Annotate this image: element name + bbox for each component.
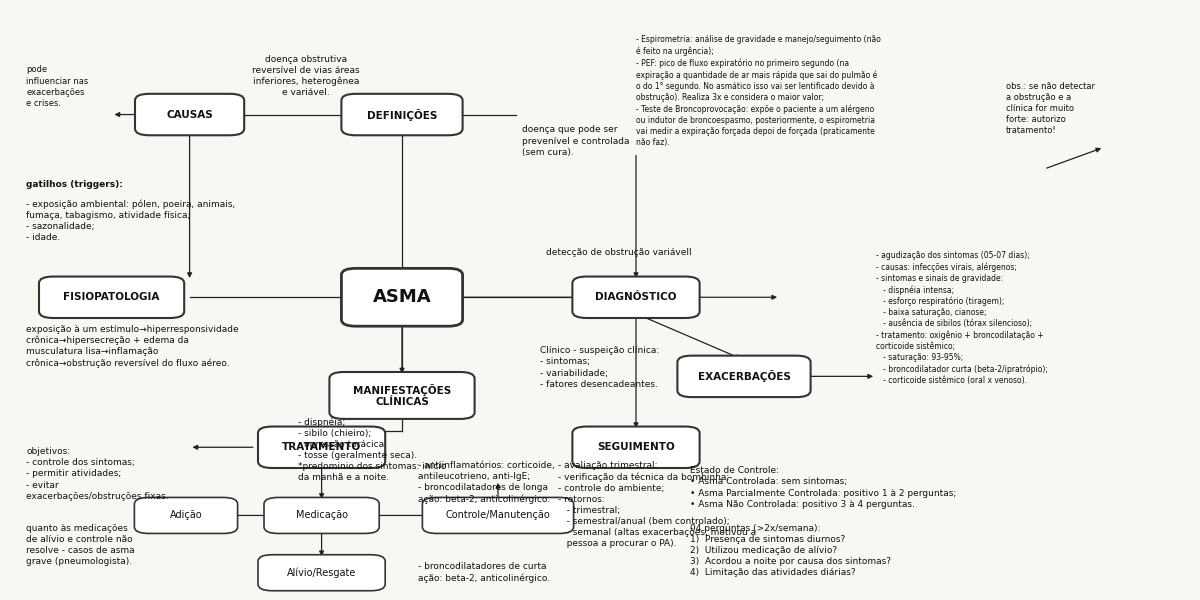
Text: - avaliação trimestral;
- verificação da técnica da bombinha;
- controle do ambi: - avaliação trimestral; - verificação da… bbox=[558, 461, 756, 548]
Text: EXACERBAÇÕES: EXACERBAÇÕES bbox=[697, 370, 791, 382]
Text: Adição: Adição bbox=[169, 511, 203, 520]
Text: Medicação: Medicação bbox=[295, 511, 348, 520]
FancyBboxPatch shape bbox=[258, 555, 385, 591]
Text: pode
influenciar nas
exacerbações
e crises.: pode influenciar nas exacerbações e cris… bbox=[26, 65, 89, 108]
Text: gatilhos (triggers):: gatilhos (triggers): bbox=[26, 180, 124, 189]
Text: quanto às medicações
de alívio e controle não
resolve - casos de asma
grave (pne: quanto às medicações de alívio e control… bbox=[26, 524, 136, 566]
Text: - Espirometria: análise de gravidade e manejo/seguimento (não
é feito na urgênci: - Espirometria: análise de gravidade e m… bbox=[636, 35, 881, 147]
Text: DIAGNÓSTICO: DIAGNÓSTICO bbox=[595, 292, 677, 302]
Text: Controle/Manutenção: Controle/Manutenção bbox=[445, 511, 551, 520]
FancyBboxPatch shape bbox=[572, 427, 700, 468]
FancyBboxPatch shape bbox=[342, 268, 463, 326]
FancyBboxPatch shape bbox=[329, 372, 475, 419]
FancyBboxPatch shape bbox=[342, 94, 463, 135]
Text: objetivos:
- controle dos sintomas;
- permitir atividades;
- evitar
exacerbações: objetivos: - controle dos sintomas; - pe… bbox=[26, 447, 169, 500]
FancyBboxPatch shape bbox=[422, 497, 574, 533]
Text: SEGUIMENTO: SEGUIMENTO bbox=[598, 442, 674, 452]
Text: Estado de Controle:
• Asma Controlada: sem sintomas;
• Asma Parcialmente Control: Estado de Controle: • Asma Controlada: s… bbox=[690, 466, 956, 509]
Text: CAUSAS: CAUSAS bbox=[167, 110, 212, 119]
FancyBboxPatch shape bbox=[134, 94, 245, 135]
FancyBboxPatch shape bbox=[258, 427, 385, 468]
Text: - exposição ambiental: pólen, poeira, animais,
fumaça, tabagismo, atividade físi: - exposição ambiental: pólen, poeira, an… bbox=[26, 199, 235, 242]
Text: - agudização dos sintomas (05-07 dias);
- causas: infecções virais, alérgenos;
-: - agudização dos sintomas (05-07 dias); … bbox=[876, 251, 1048, 385]
Text: MANIFESTAÇÕES
CLÍNICAS: MANIFESTAÇÕES CLÍNICAS bbox=[353, 383, 451, 407]
FancyBboxPatch shape bbox=[264, 497, 379, 533]
FancyBboxPatch shape bbox=[572, 277, 700, 318]
Text: doença obstrutiva
reversível de vias áreas
inferiores, heterogênea
e variável.: doença obstrutiva reversível de vias áre… bbox=[252, 55, 360, 97]
Text: - antiinflamatórios: corticoide,
antileucotrieno, anti-IgE;
- broncodilatadores : - antiinflamatórios: corticoide, antileu… bbox=[418, 461, 554, 504]
Text: ASMA: ASMA bbox=[373, 288, 431, 306]
Text: Clínico - suspeição clínica:
- sintomas;
- variabilidade;
- fatores desencadeant: Clínico - suspeição clínica: - sintomas;… bbox=[540, 346, 659, 389]
Text: - dispnéia;
- sibilo (chieiro);
- opressão torácica;
- tosse (geralmente seca).
: - dispnéia; - sibilo (chieiro); - opress… bbox=[298, 417, 446, 482]
Text: exposição à um estímulo→hiperresponsividade
crônica→hipersecreção + edema da
mus: exposição à um estímulo→hiperresponsivid… bbox=[26, 325, 239, 368]
FancyBboxPatch shape bbox=[38, 277, 185, 318]
Text: detecção de obstrução variávell: detecção de obstrução variávell bbox=[546, 248, 691, 257]
Text: 04 perguntas (>2x/semana):
1)  Presença de sintomas diurnos?
2)  Utilizou medica: 04 perguntas (>2x/semana): 1) Presença d… bbox=[690, 524, 890, 577]
Text: TRATAMENTO: TRATAMENTO bbox=[282, 442, 361, 452]
FancyBboxPatch shape bbox=[677, 356, 811, 397]
Text: obs.: se não detectar
a obstrução e a
clínica for muito
forte: autorizo
tratamen: obs.: se não detectar a obstrução e a cl… bbox=[1006, 82, 1094, 135]
Text: - broncodilatadores de curta
ação: beta-2, anticolinérgico.: - broncodilatadores de curta ação: beta-… bbox=[418, 562, 550, 583]
Text: DEFINIÇÕES: DEFINIÇÕES bbox=[367, 109, 437, 121]
FancyBboxPatch shape bbox=[134, 497, 238, 533]
Text: doença que pode ser
prevenível e controlada
(sem cura).: doença que pode ser prevenível e control… bbox=[522, 125, 630, 157]
Text: FISIOPATOLOGIA: FISIOPATOLOGIA bbox=[64, 292, 160, 302]
Text: Alívio/Resgate: Alívio/Resgate bbox=[287, 568, 356, 578]
